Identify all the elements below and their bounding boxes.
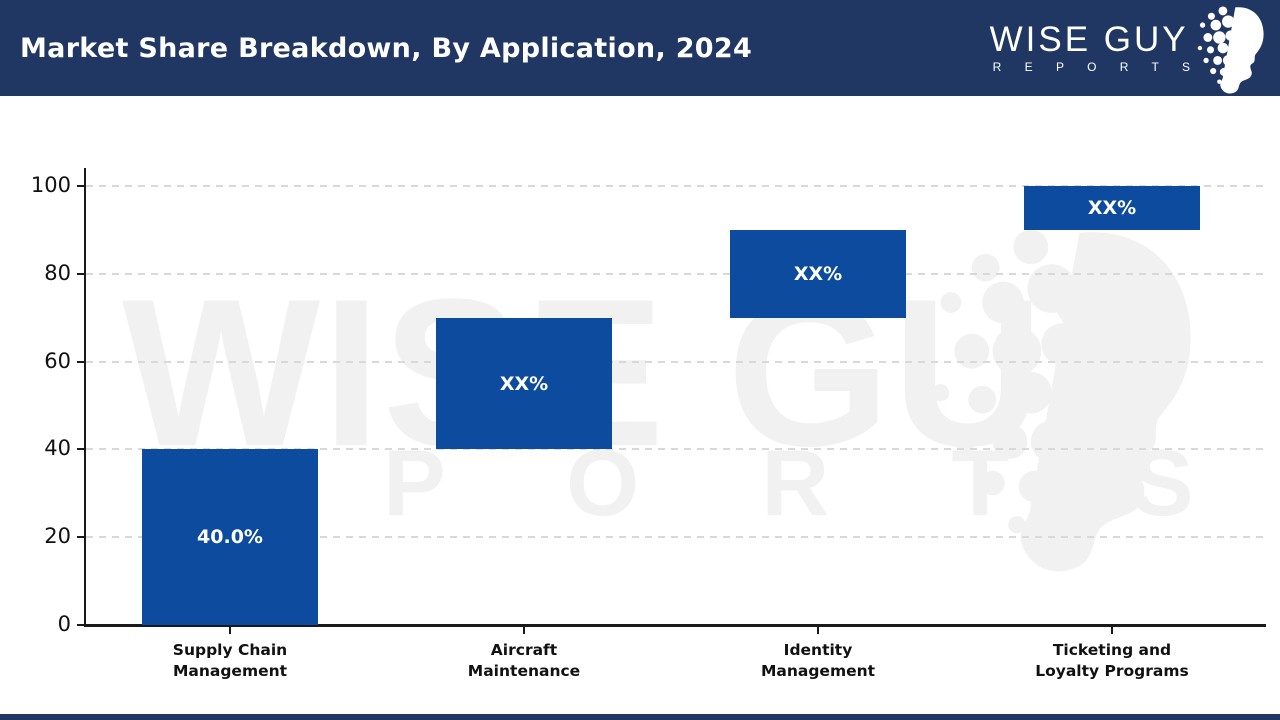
- category-label-line: Loyalty Programs: [1035, 662, 1189, 680]
- category-label-line: Aircraft: [490, 641, 558, 659]
- y-tick-label-40: 40: [44, 436, 71, 461]
- category-label-supply-chain-management: Supply Chain Management: [100, 640, 360, 682]
- category-label-aircraft-maintenance: Aircraft Maintenance: [394, 640, 654, 682]
- y-tick-60: [77, 360, 85, 363]
- bar-identity-management: XX%: [730, 229, 906, 318]
- category-label-line: Management: [172, 662, 288, 680]
- x-tick-supply-chain-management: [229, 626, 231, 634]
- logo-head-icon: [1197, 6, 1264, 94]
- gridline-40: [86, 448, 1266, 451]
- logo-brand-name: WISE GUY: [989, 20, 1189, 59]
- gridline-20: [86, 536, 1266, 539]
- bar-value-label-supply-chain-management: 40.0%: [197, 526, 263, 549]
- gridline-80: [86, 272, 1266, 275]
- y-tick-label-0: 0: [57, 612, 71, 636]
- gridline-60: [86, 360, 1266, 363]
- y-tick-label-20: 20: [44, 524, 71, 549]
- logo-text: WISE GUY R E P O R T S: [990, 22, 1200, 74]
- category-label-ticketing-and-loyalty-programs: Ticketing and Loyalty Programs: [982, 640, 1242, 682]
- y-tick-40: [77, 448, 85, 451]
- bar-aircraft-maintenance: XX%: [436, 317, 612, 450]
- x-tick-identity-management: [817, 626, 819, 634]
- bar-value-label-ticketing-and-loyalty-programs: XX%: [1087, 196, 1137, 219]
- y-tick-0: [77, 624, 85, 626]
- y-axis: [84, 168, 86, 627]
- category-label-line: Ticketing and: [1052, 641, 1172, 659]
- bar-ticketing-and-loyalty-programs: XX%: [1024, 186, 1200, 230]
- category-label-line: Management: [760, 662, 876, 680]
- header-bar: Market Share Breakdown, By Application, …: [0, 0, 1280, 96]
- logo-brand-subtitle: R E P O R T S: [992, 60, 1200, 74]
- x-tick-aircraft-maintenance: [523, 626, 525, 634]
- watermark-head-icon: [931, 229, 1191, 572]
- y-tick-label-80: 80: [44, 260, 71, 285]
- category-label-line: Maintenance: [467, 662, 581, 680]
- y-tick-label-100: 100: [30, 173, 71, 197]
- gridline-100: [86, 185, 1266, 187]
- x-axis: [84, 624, 1266, 627]
- y-tick-80: [77, 272, 85, 275]
- y-tick-label-60: 60: [44, 348, 71, 373]
- bar-value-label-aircraft-maintenance: XX%: [499, 372, 549, 395]
- footer-bar: [0, 714, 1280, 720]
- category-label-identity-management: Identity Management: [688, 640, 948, 682]
- bar-supply-chain-management: 40.0%: [142, 449, 318, 625]
- y-tick-100: [77, 185, 85, 187]
- chart-title: Market Share Breakdown, By Application, …: [20, 32, 753, 64]
- category-label-line: Supply Chain: [172, 641, 288, 659]
- wise-guy-logo: WISE GUY R E P O R T S: [990, 2, 1280, 95]
- category-label-line: Identity: [783, 641, 853, 659]
- bar-value-label-identity-management: XX%: [793, 262, 843, 285]
- x-tick-ticketing-and-loyalty-programs: [1111, 626, 1113, 634]
- y-tick-20: [77, 536, 85, 539]
